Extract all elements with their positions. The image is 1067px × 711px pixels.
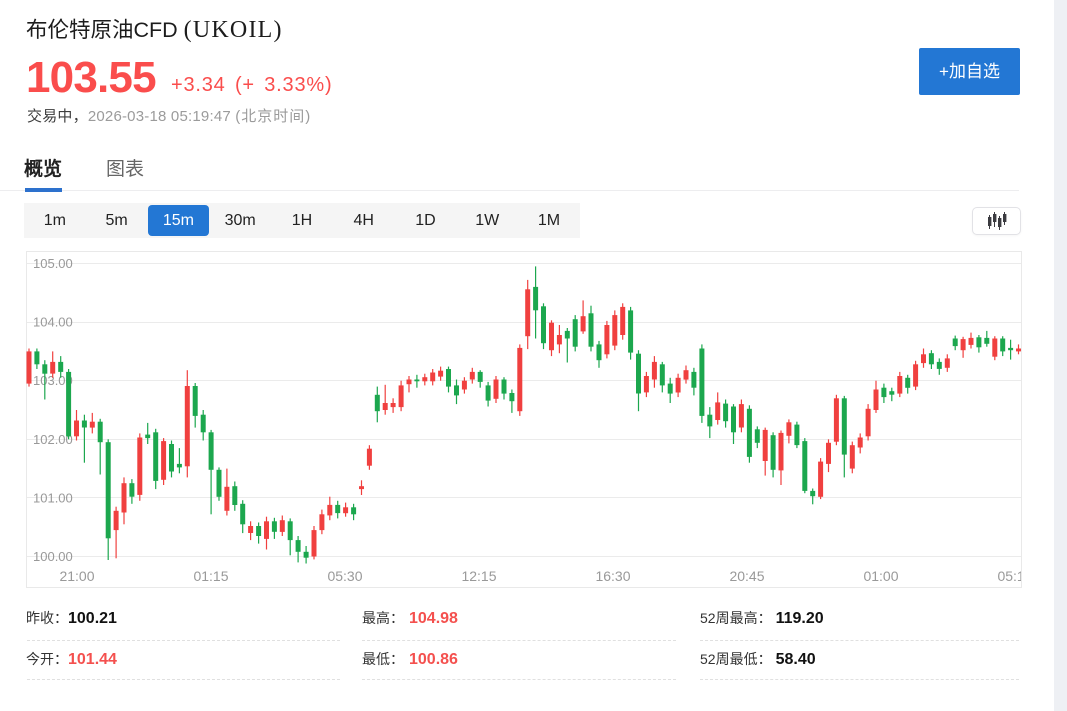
svg-text:101.00: 101.00 [33,490,73,505]
svg-text:105.00: 105.00 [33,256,73,271]
svg-text:01:00: 01:00 [863,568,898,584]
svg-text:01:15: 01:15 [193,568,228,584]
svg-text:100.00: 100.00 [33,549,73,564]
svg-text:05:15: 05:15 [997,568,1032,584]
svg-text:16:30: 16:30 [595,568,630,584]
svg-text:12:15: 12:15 [461,568,496,584]
svg-text:103.00: 103.00 [33,373,73,388]
svg-text:20:45: 20:45 [729,568,764,584]
svg-text:05:30: 05:30 [327,568,362,584]
svg-text:104.00: 104.00 [33,315,73,330]
svg-text:21:00: 21:00 [59,568,94,584]
svg-text:102.00: 102.00 [33,432,73,447]
